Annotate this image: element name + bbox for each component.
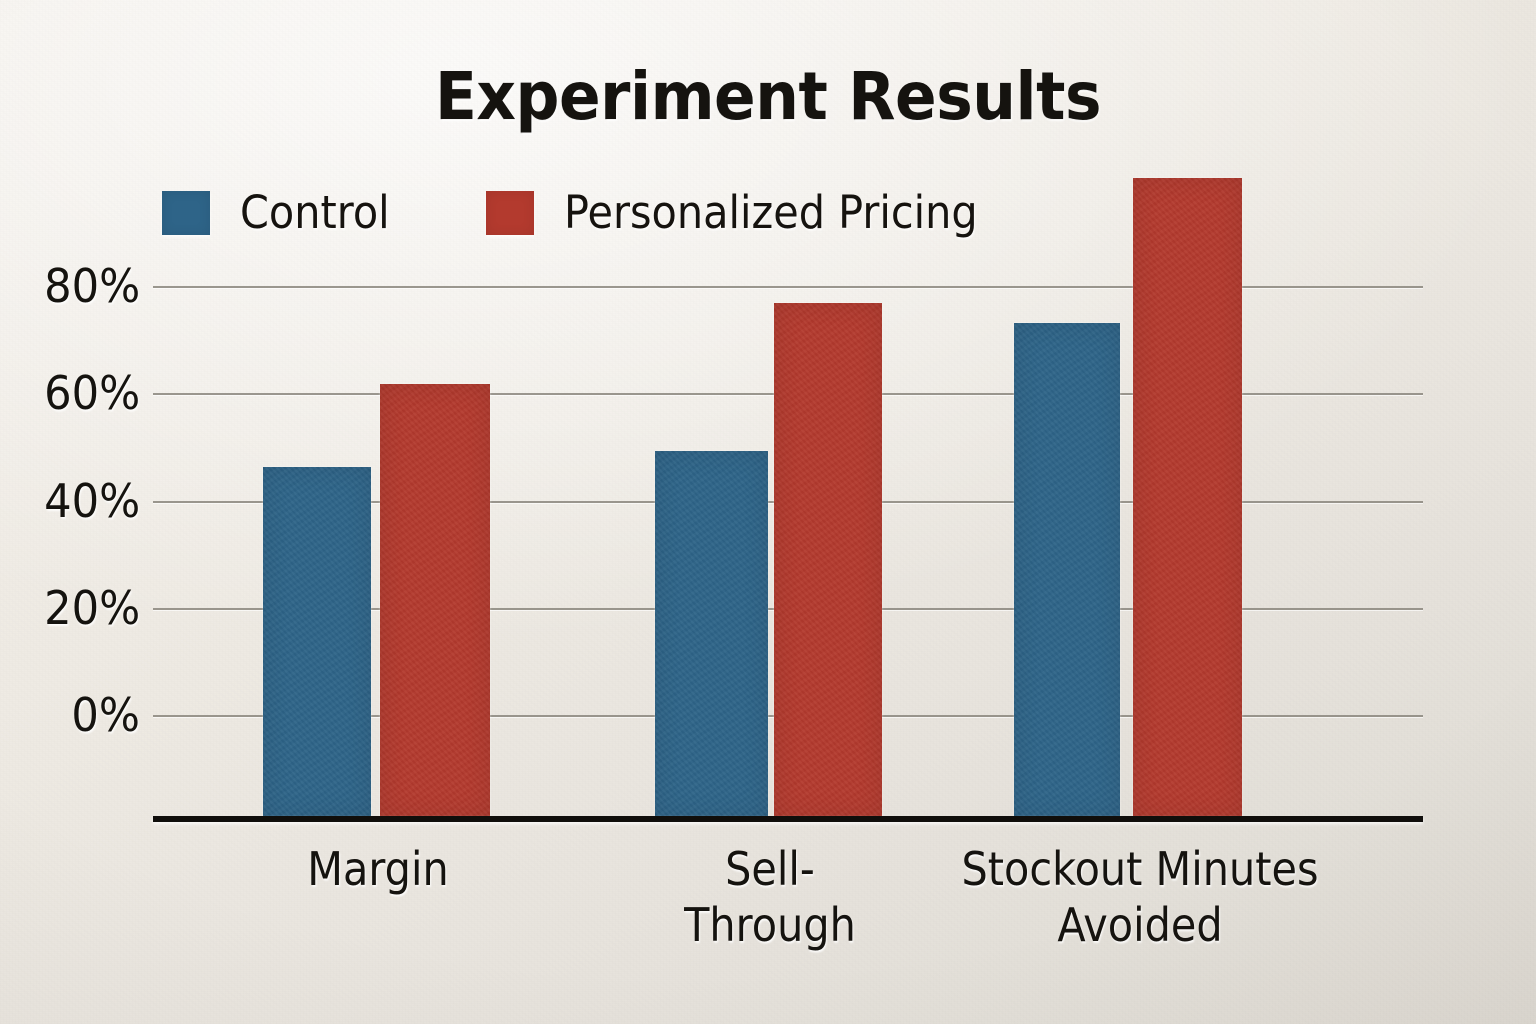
plot-area: 80% 60% 40% 20% 0% xyxy=(44,178,1423,822)
y-tick-label-60: 60% xyxy=(43,366,140,420)
x-axis-label-stockout-minutes-avoided-line1: Stockout Minutes xyxy=(961,842,1319,896)
legend-label-personalized-pricing: Personalized Pricing xyxy=(563,186,978,239)
legend-label-control: Control xyxy=(240,186,390,239)
x-axis-label-margin: Margin xyxy=(275,841,482,897)
x-axis-label-stockout-minutes-avoided-line2: Avoided xyxy=(1057,898,1223,952)
gridline-80 xyxy=(153,286,1423,288)
y-tick-label-0: 0% xyxy=(71,688,140,742)
x-axis-line xyxy=(153,816,1423,822)
chart-legend: Control Personalized Pricing xyxy=(162,186,1013,239)
y-tick-label-20: 20% xyxy=(43,581,140,635)
bar-sell-through-control[interactable] xyxy=(655,451,768,818)
y-tick-label-40: 40% xyxy=(43,474,140,528)
legend-swatch-personalized-pricing xyxy=(485,190,534,235)
bar-stockout-minutes-avoided-control[interactable] xyxy=(1014,323,1120,818)
y-tick-label-80: 80% xyxy=(43,259,140,313)
x-axis-label-margin-line1: Margin xyxy=(307,842,449,896)
chart-title: Experiment Results xyxy=(434,58,1102,135)
bar-margin-control[interactable] xyxy=(263,467,371,818)
x-axis-label-sell-through-line1: Sell-Through xyxy=(684,842,856,952)
legend-swatch-control xyxy=(162,190,210,235)
legend-item-control[interactable]: Control xyxy=(162,186,403,239)
x-axis-label-stockout-minutes-avoided: Stockout Minutes Avoided xyxy=(960,841,1320,953)
x-axis-label-sell-through: Sell-Through xyxy=(644,841,896,953)
bar-margin-personalized-pricing[interactable] xyxy=(380,384,490,818)
bar-stockout-minutes-avoided-personalized-pricing[interactable] xyxy=(1133,178,1242,818)
legend-item-personalized-pricing[interactable]: Personalized Pricing xyxy=(485,186,1014,239)
bar-sell-through-personalized-pricing[interactable] xyxy=(774,303,882,818)
